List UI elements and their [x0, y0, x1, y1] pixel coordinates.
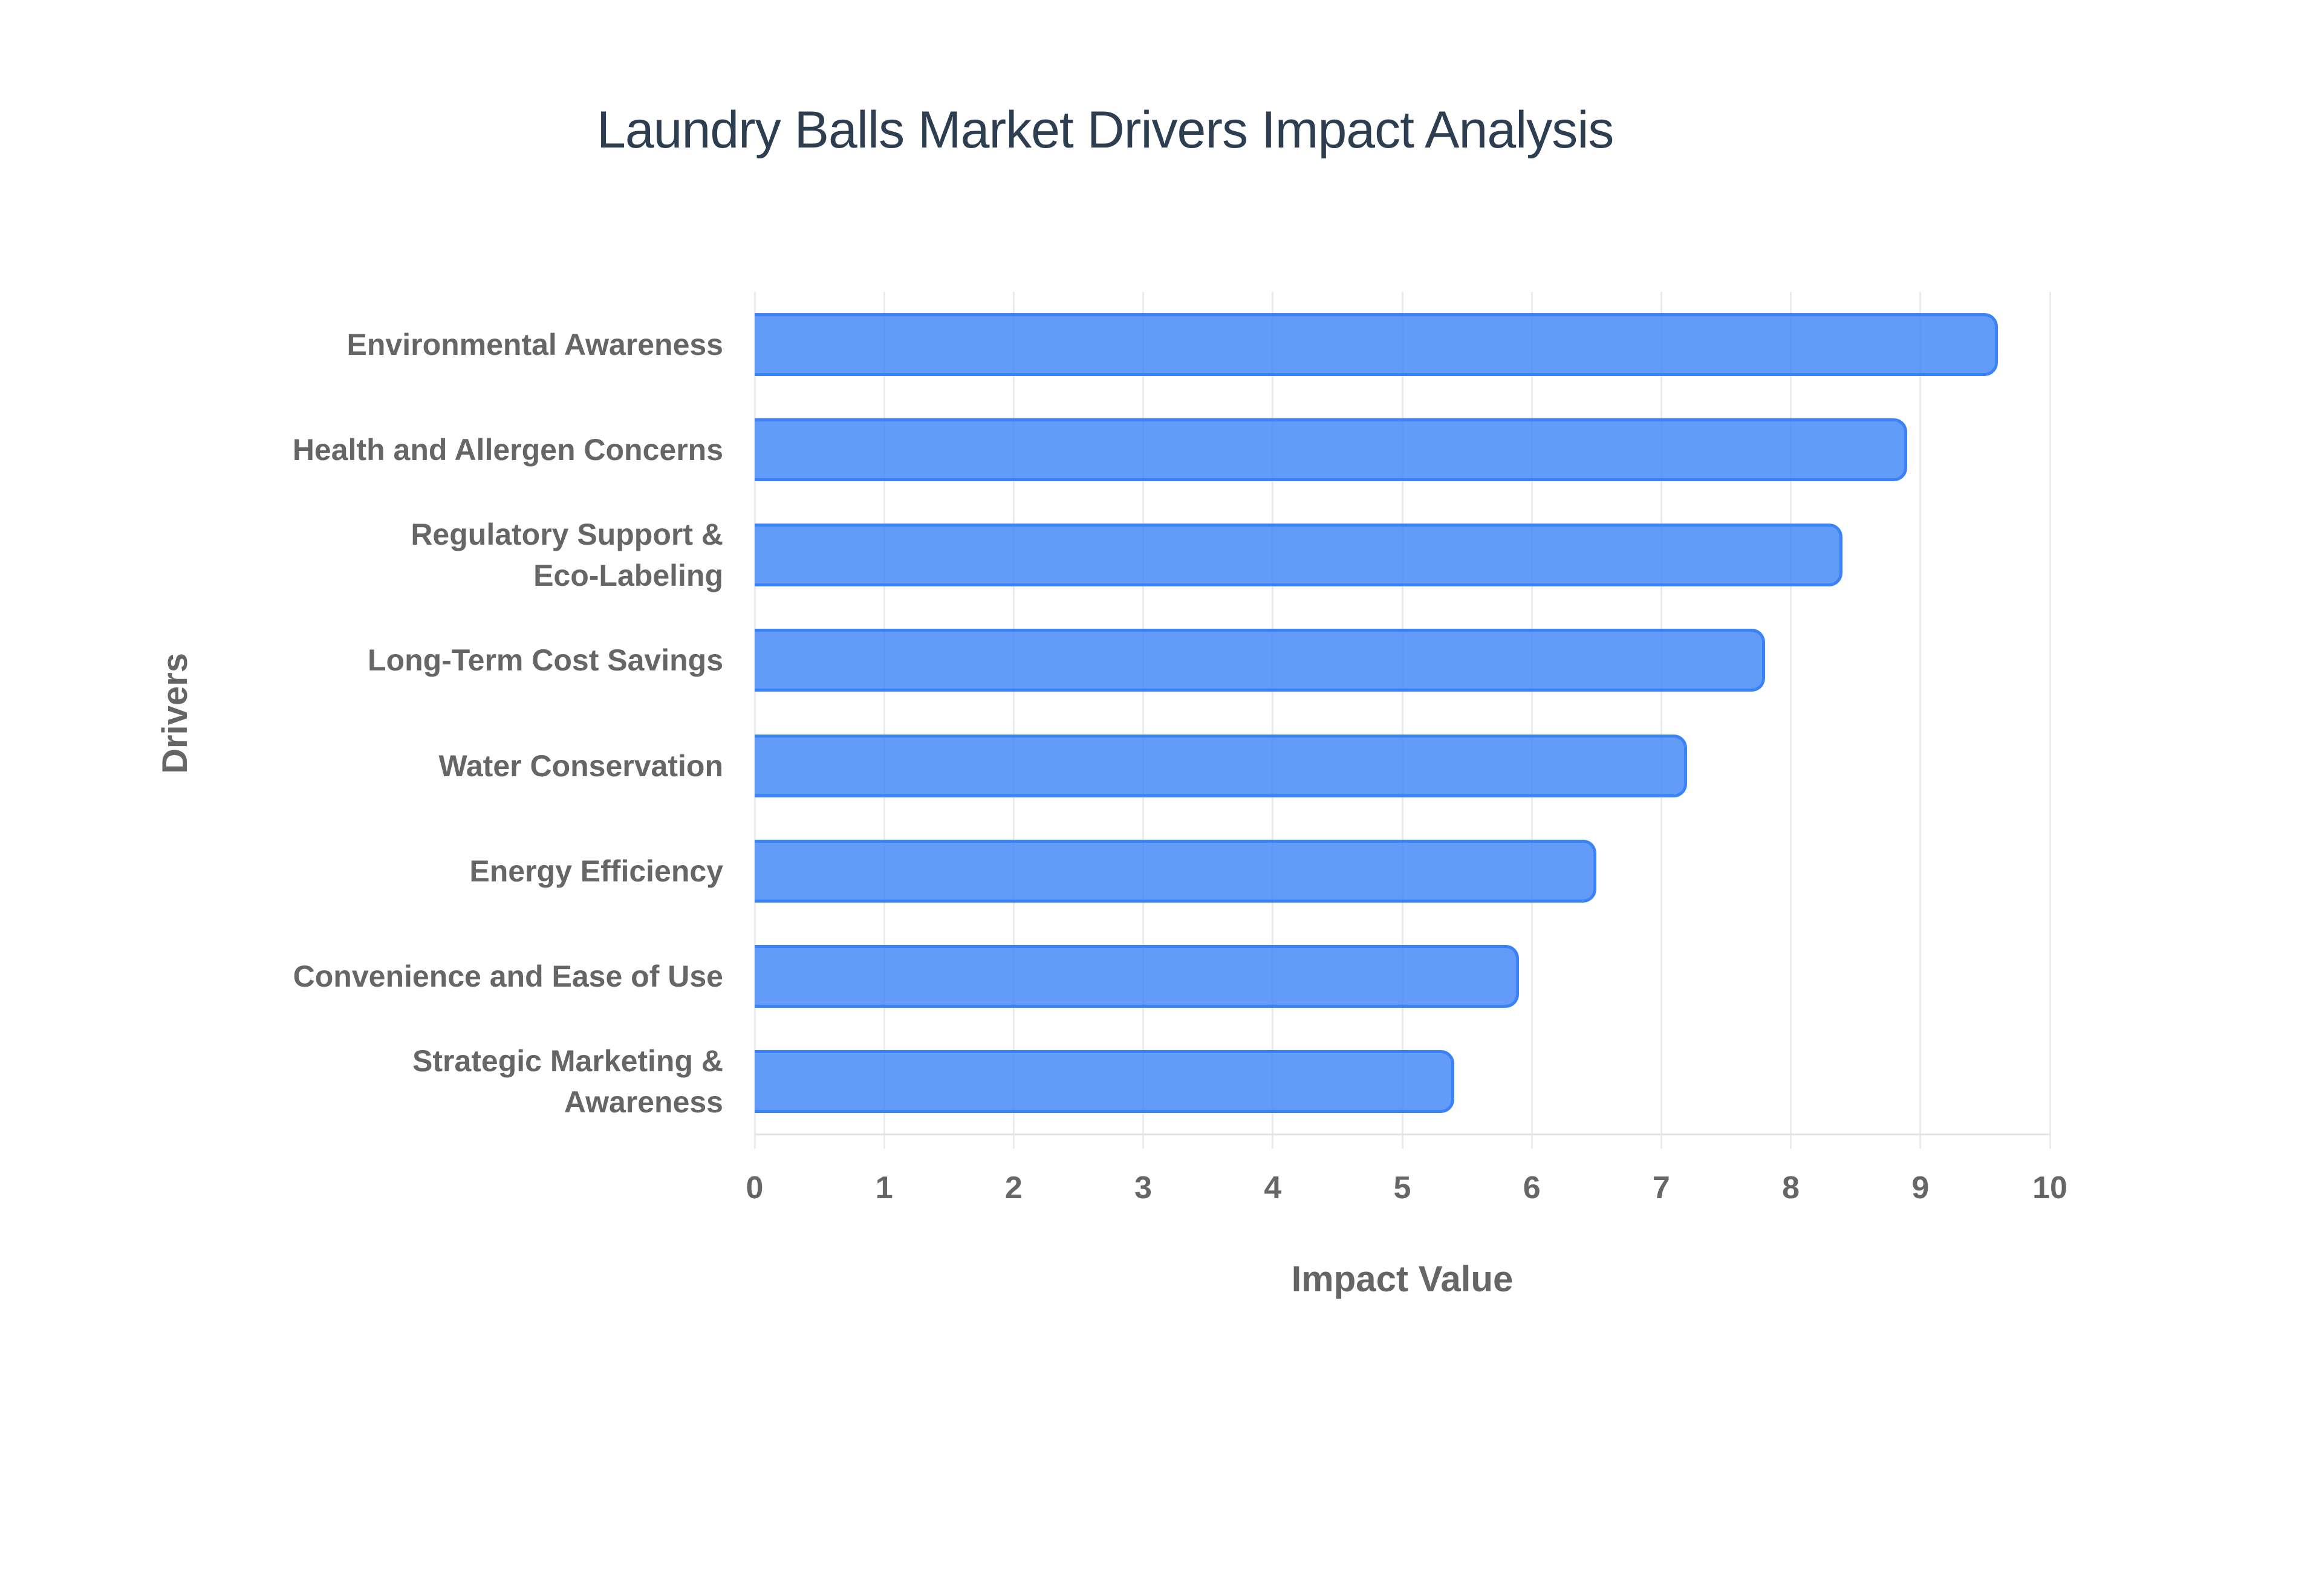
gridline-6	[1530, 292, 1533, 1149]
x-axis-title: Impact Value	[1291, 1259, 1514, 1299]
bar[interactable]	[755, 524, 1843, 587]
bar[interactable]	[755, 839, 1597, 903]
plot-area	[753, 292, 2051, 1149]
y-tick-label: Environmental Awareness	[58, 324, 723, 365]
x-tick-label: 0	[746, 1170, 764, 1205]
x-tick-label: 6	[1523, 1170, 1541, 1205]
gridline-8	[1790, 292, 1792, 1149]
y-tick-label: Strategic Marketing & Awareness	[58, 1040, 723, 1123]
x-tick-label: 3	[1134, 1170, 1153, 1205]
y-tick-label: Energy Efficiency	[58, 851, 723, 892]
y-tick-label-line: Regulatory Support &	[411, 517, 723, 552]
bar[interactable]	[755, 313, 1998, 377]
x-axis-line	[755, 1134, 2050, 1135]
gridline-10	[2049, 292, 2051, 1149]
y-tick-label: Water Conservation	[58, 745, 723, 787]
gridline-1	[883, 292, 885, 1149]
gridline-2	[1012, 292, 1015, 1149]
y-tick-label-line: Eco-Labeling	[533, 559, 723, 593]
y-tick-label: Health and Allergen Concerns	[58, 429, 723, 470]
x-tick-label: 7	[1652, 1170, 1670, 1205]
y-tick-label-line: Water Conservation	[438, 748, 723, 783]
y-tick-label-line: Environmental Awareness	[346, 328, 723, 362]
gridline-3	[1142, 292, 1145, 1149]
y-tick-label: Long-Term Cost Savings	[58, 640, 723, 681]
y-tick-label-line: Energy Efficiency	[469, 854, 723, 888]
y-tick-label-line: Convenience and Ease of Use	[293, 959, 723, 993]
x-tick-label: 4	[1264, 1170, 1282, 1205]
x-tick-label: 10	[2032, 1170, 2067, 1205]
y-tick-label: Convenience and Ease of Use	[58, 956, 723, 997]
chart-title: Laundry Balls Market Drivers Impact Anal…	[597, 101, 1614, 159]
x-tick-label: 8	[1782, 1170, 1800, 1205]
y-tick-label: Regulatory Support & Eco-Labeling	[58, 514, 723, 596]
bar[interactable]	[755, 944, 1519, 1008]
bar[interactable]	[755, 629, 1765, 692]
gridline-9	[1919, 292, 1922, 1149]
y-tick-label-line: Awareness	[564, 1085, 723, 1119]
y-tick-label-line: Long-Term Cost Savings	[367, 643, 723, 678]
x-tick-label: 9	[1911, 1170, 1930, 1205]
gridline-7	[1660, 292, 1662, 1149]
x-tick-label: 5	[1393, 1170, 1411, 1205]
x-tick-label: 1	[875, 1170, 893, 1205]
bar[interactable]	[755, 418, 1908, 482]
y-tick-label-line: Strategic Marketing &	[412, 1043, 723, 1078]
y-tick-label-line: Health and Allergen Concerns	[292, 433, 723, 467]
gridline-4	[1272, 292, 1274, 1149]
bar[interactable]	[755, 734, 1688, 797]
gridline-5	[1401, 292, 1403, 1149]
gridline-0	[753, 292, 756, 1149]
x-tick-label: 2	[1004, 1170, 1023, 1205]
bar[interactable]	[755, 1049, 1454, 1113]
